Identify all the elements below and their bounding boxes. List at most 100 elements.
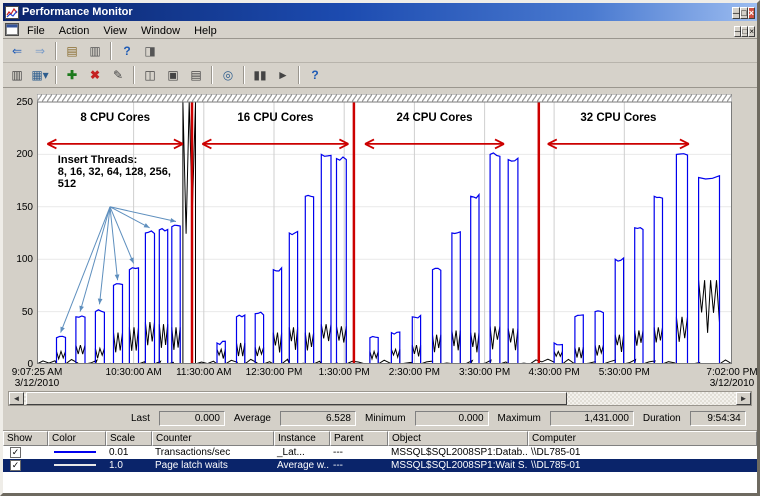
svg-text:Insert Threads:: Insert Threads: [58,154,137,166]
legend-cell-object: MSSQL$SQL2008SP1:Wait S... [391,460,528,471]
svg-text:16 CPU Cores: 16 CPU Cores [237,112,313,124]
legend-cell-scale: 0.01 [109,447,129,458]
legend-cell-scale: 1.0 [109,460,123,471]
toolbar-separator [133,66,135,84]
show-checkbox[interactable]: ✓ [10,447,21,458]
mdi-restore-button[interactable]: □ [741,25,749,37]
legend-cell-parent: --- [333,447,343,458]
app-icon [5,5,19,19]
stat-value-last: 0.000 [158,410,225,426]
mdi-window-buttons: ─ □ × [733,21,755,39]
y-tick-label: 150 [16,201,33,213]
main-content: 250 200 150 100 50 0 8 CPU Cores 16 CPU Cores 2… [3,88,757,493]
legend-cell-counter: Transactions/sec [155,447,231,458]
scrollbar-thumb[interactable] [26,392,568,405]
title-bar: Performance Monitor ─ □ × [3,3,757,21]
freeze-display-button-icon[interactable]: ▮▮ [253,68,267,82]
legend-cell-computer: \\DL785-01 [531,447,581,458]
menu-view[interactable]: View [103,24,127,37]
help2-button-icon[interactable]: ? [311,68,319,82]
legend-header-scale[interactable]: Scale [106,431,152,446]
properties-button-icon[interactable]: ▤ [190,68,202,82]
stat-label-maximum: Maximum [497,412,541,424]
mdi-minimize-button[interactable]: ─ [733,25,742,37]
close-button[interactable]: × [747,7,755,19]
x-tick-label: 2:30:00 PM [388,367,440,378]
back-button-icon[interactable]: ⇐ [11,43,23,58]
help-button-icon[interactable]: ? [123,43,131,58]
show-hide-console-tree-button-icon[interactable]: ▤ [66,43,78,58]
forward-button-icon[interactable]: ⇒ [34,43,46,58]
stat-label-duration: Duration [642,412,681,424]
svg-text:512: 512 [58,178,76,190]
stat-value-duration: 9:54:34 [689,410,746,426]
x-tick-label: 1:30:00 PM [318,367,370,378]
legend-row-2[interactable]: ✓ 1.0 Page latch waits Average w... --- MSSQL… [3,459,757,472]
legend-cell-parent: --- [333,460,343,471]
legend-row-1[interactable]: ✓ 0.01 Transactions/sec _Lat... --- MSSQL$SQL… [3,446,757,459]
add-counter-button-icon[interactable]: ✚ [66,68,78,82]
legend-cell-instance: Average w... [277,460,330,471]
legend-header-computer[interactable]: Computer [528,431,757,446]
copy-properties-button-icon[interactable]: ◫ [144,68,156,82]
svg-text:24 CPU Cores: 24 CPU Cores [396,112,472,124]
performance-chart: 8 CPU Cores 16 CPU Cores 24 CPU Cores 32 CP… [37,94,732,364]
x-tick-label: 7:02:00 PM 3/12/2010 [706,367,758,389]
legend-header-object[interactable]: Object [388,431,528,446]
perfmon-toolbar: ▥ ▦▾ ✚ ✖ ✎ ◫ ▣ ▤ ◎ ▮▮ ►? [3,63,757,88]
x-tick-label: 10:30:00 AM [105,367,162,378]
menu-file[interactable]: File [27,24,45,37]
x-tick-label: 11:30:00 AM [176,367,232,378]
highlight-button-icon[interactable]: ✎ [112,68,124,82]
maximize-button[interactable]: □ [740,7,748,19]
legend-header-color[interactable]: Color [48,431,106,446]
show-action-pane-button-icon[interactable]: ◨ [144,43,156,58]
menu-action[interactable]: Action [58,24,90,37]
svg-text:8 CPU Cores: 8 CPU Cores [80,112,150,124]
scroll-left-button[interactable]: ◄ [9,392,24,405]
console-toolbar: ⇐ ⇒ ▤ ▥? ◨ [3,39,757,63]
x-tick-label: 12:30:00 PM [245,367,303,378]
chart-region: 250 200 150 100 50 0 8 CPU Cores 16 CPU Cores 2… [3,88,757,390]
legend-header-instance[interactable]: Instance [274,431,330,446]
mdi-close-button[interactable]: × [748,25,755,37]
scroll-right-button[interactable]: ► [736,392,751,405]
update-data-button-icon[interactable]: ► [277,68,289,82]
export-list-button-icon[interactable]: ▥ [89,43,101,58]
stat-label-last: Last [131,412,150,424]
y-tick-label: 50 [21,306,33,318]
scrollbar-track[interactable] [24,392,736,405]
counter-color-sample [54,464,96,467]
toolbar-separator [110,41,112,60]
x-tick-label: 3:30:00 PM [459,367,511,378]
menu-help[interactable]: Help [194,24,217,37]
paste-counter-list-button-icon[interactable]: ▣ [167,68,179,82]
delete-counter-button-icon[interactable]: ✖ [89,68,101,82]
zoom-button-icon[interactable]: ◎ [222,68,234,82]
toolbar-separator [298,66,300,84]
y-tick-label: 0 [27,359,33,370]
graph-type-dropdown-icon[interactable]: ▦▾ [31,68,49,82]
view-current-activity-button-icon[interactable]: ▥ [11,68,23,82]
toolbar-separator [55,41,57,60]
stat-value-maximum: 1,431.000 [549,410,634,426]
chart-horizontal-scrollbar[interactable]: ◄ ► [8,391,752,406]
legend-header-parent[interactable]: Parent [330,431,388,446]
counter-statistics-bar: Last 0.000 Average 6.528 Minimum 0.000 Maximum… [3,409,757,427]
console-window-icon [5,23,19,36]
legend-cell-counter: Page latch waits [155,460,228,471]
toolbar-separator [243,66,245,84]
menu-window[interactable]: Window [140,24,181,37]
legend-header-counter[interactable]: Counter [152,431,274,446]
titlebar-buttons: ─ □ × [731,3,755,21]
legend-header-show[interactable]: Show [3,431,48,446]
show-checkbox[interactable]: ✓ [10,460,21,471]
x-tick-label: 9:07:25 AM 3/12/2010 [11,367,63,389]
menu-bar: File Action View Window Help ─ □ × [3,21,757,39]
minimize-button[interactable]: ─ [731,7,741,19]
toolbar-separator [55,66,57,84]
legend-cell-computer: \\DL785-01 [531,460,581,471]
x-tick-label: 5:30:00 PM [598,367,650,378]
legend-header-row: Show Color Scale Counter Instance Parent Objec… [3,431,757,446]
